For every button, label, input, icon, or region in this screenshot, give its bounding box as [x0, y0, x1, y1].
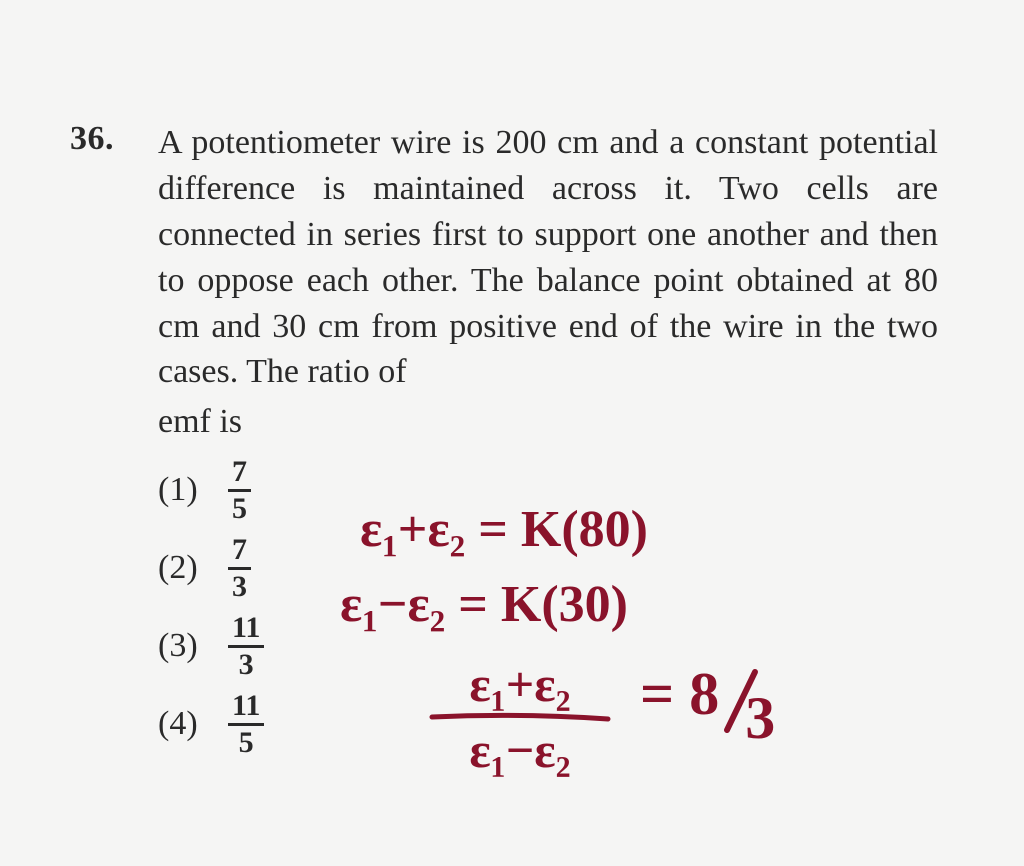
handwriting-result-num: 8	[689, 661, 719, 727]
option-fraction: 7 3	[228, 535, 251, 602]
question-row: 36. A potentiometer wire is 200 cm and a…	[70, 120, 954, 395]
question-text: A potentiometer wire is 200 cm and a con…	[158, 120, 938, 395]
fraction-denominator: 3	[232, 570, 247, 602]
option-label: (3)	[158, 627, 228, 665]
fraction-numerator: 7	[228, 535, 251, 570]
fraction-numerator: 11	[228, 691, 264, 726]
option-fraction: 11 5	[228, 691, 264, 758]
question-number: 36.	[70, 120, 158, 158]
page: 36. A potentiometer wire is 200 cm and a…	[0, 0, 1024, 866]
handwriting-fraction-bottom: ε₁−ε₂	[463, 721, 576, 779]
handwriting-result-den: 3	[745, 685, 775, 751]
fraction-denominator: 3	[239, 648, 254, 680]
fraction-denominator: 5	[232, 492, 247, 524]
option-fraction: 11 3	[228, 613, 264, 680]
handwriting-fraction: ε₁+ε₂ ε₁−ε₂	[430, 655, 610, 779]
handwriting-fraction-top: ε₁+ε₂	[463, 655, 576, 713]
handwriting-rhs: = 83	[640, 660, 793, 736]
question-tail: emf is	[158, 399, 938, 445]
fraction-denominator: 5	[239, 726, 254, 758]
option-fraction: 7 5	[228, 457, 251, 524]
handwriting-line-1: ε₁+ε₂ = K(80)	[360, 500, 648, 559]
option-label: (1)	[158, 471, 228, 509]
fraction-numerator: 11	[228, 613, 264, 648]
handwriting-line-2: ε₁−ε₂ = K(30)	[340, 575, 628, 634]
handwriting-equals: =	[640, 661, 689, 727]
fraction-numerator: 7	[228, 457, 251, 492]
handwriting-fraction-bar-icon	[430, 713, 610, 721]
option-label: (4)	[158, 705, 228, 743]
option-label: (2)	[158, 549, 228, 587]
